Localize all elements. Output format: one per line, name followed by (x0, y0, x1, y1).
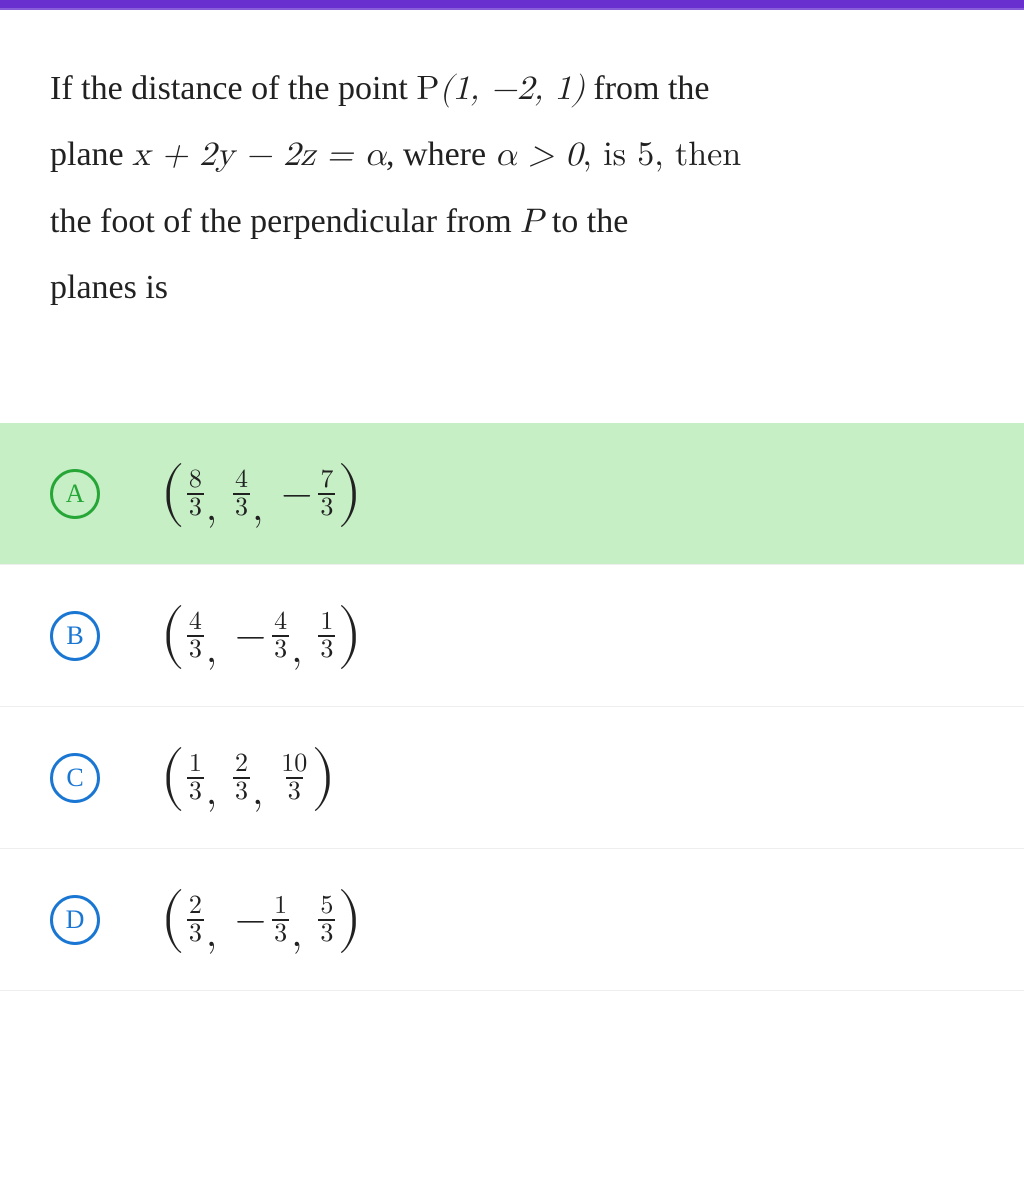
fraction: 23 (233, 751, 250, 805)
q-text: the foot of the perpendicular from (50, 203, 520, 240)
q-text: If the distance of the point (50, 70, 416, 107)
top-accent-bar (0, 0, 1024, 10)
separator: , (291, 626, 302, 674)
option-math: (23,−13,53) (160, 888, 362, 952)
fraction: 23 (187, 893, 204, 947)
option-math: (43,−43,13) (160, 604, 362, 668)
option-math: (13,23,103) (160, 746, 336, 810)
fraction: 13 (187, 751, 204, 805)
fraction: 13 (272, 893, 289, 947)
minus-sign: − (235, 612, 266, 660)
option-math: (83,43,−73) (160, 462, 362, 526)
paren-close: ) (337, 602, 362, 666)
q-text: planes is (50, 269, 168, 306)
paren-open: ( (160, 886, 185, 950)
q-text: , is 5, then (582, 138, 741, 172)
fraction: 13 (318, 609, 335, 663)
paren-open: ( (160, 744, 185, 808)
separator: , (206, 626, 217, 674)
question-block: If the distance of the point P(1, −2, 1)… (0, 10, 1024, 361)
paren-close: ) (337, 886, 362, 950)
fraction: 43 (187, 609, 204, 663)
option-a[interactable]: A(83,43,−73) (0, 423, 1024, 565)
q-text: to the (543, 203, 628, 240)
fraction: 43 (233, 467, 250, 521)
q-math-alpha: α > 0 (495, 138, 583, 172)
separator: , (291, 910, 302, 958)
minus-sign: − (281, 470, 312, 518)
paren-open: ( (160, 460, 185, 524)
fraction: 73 (318, 467, 335, 521)
q-math-point: P(1, −2, 1) (416, 72, 585, 106)
paren-open: ( (160, 602, 185, 666)
paren-close: ) (311, 744, 336, 808)
option-letter: B (50, 611, 100, 661)
option-c[interactable]: C(13,23,103) (0, 707, 1024, 849)
option-letter: A (50, 469, 100, 519)
separator: , (206, 484, 217, 532)
fraction: 43 (272, 609, 289, 663)
fraction: 103 (279, 751, 309, 805)
separator: , (206, 768, 217, 816)
question-text: If the distance of the point P(1, −2, 1)… (50, 56, 994, 321)
separator: , (252, 484, 263, 532)
q-math-plane: x + 2y − 2z = α (132, 138, 386, 172)
separator: , (252, 768, 263, 816)
q-text: plane (50, 136, 132, 173)
option-b[interactable]: B(43,−43,13) (0, 565, 1024, 707)
q-text: from the (585, 70, 710, 107)
options-list: A(83,43,−73)B(43,−43,13)C(13,23,103)D(23… (0, 423, 1024, 991)
q-text: , where (386, 136, 495, 173)
option-letter: D (50, 895, 100, 945)
q-math-P: P (520, 205, 543, 239)
minus-sign: − (235, 896, 266, 944)
paren-close: ) (337, 460, 362, 524)
fraction: 83 (187, 467, 204, 521)
fraction: 53 (318, 893, 335, 947)
option-d[interactable]: D(23,−13,53) (0, 849, 1024, 991)
separator: , (206, 910, 217, 958)
option-letter: C (50, 753, 100, 803)
